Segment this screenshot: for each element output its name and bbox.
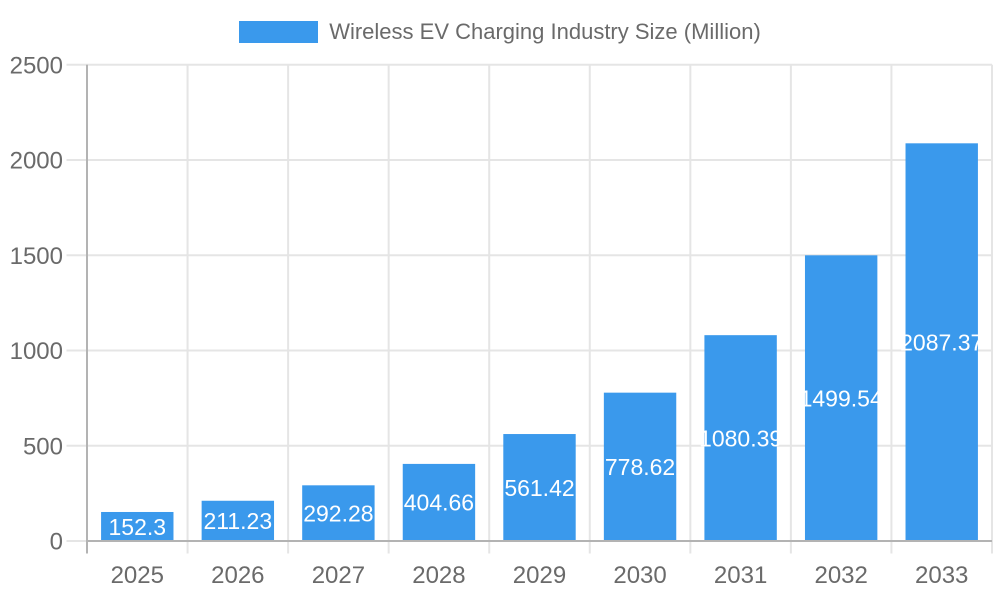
x-tick-label: 2027 xyxy=(312,562,365,589)
bar-value-label: 1080.39 xyxy=(699,425,782,451)
bar xyxy=(402,463,476,541)
y-tick-label: 2500 xyxy=(10,52,63,79)
x-tick-label: 2033 xyxy=(915,562,968,589)
y-tick-label: 1500 xyxy=(10,243,63,270)
bar xyxy=(302,485,375,541)
x-tick-label: 2030 xyxy=(613,562,666,589)
x-tick-label: 2026 xyxy=(211,562,264,589)
legend-label: Wireless EV Charging Industry Size (Mill… xyxy=(329,19,761,44)
bar-value-label: 292.28 xyxy=(303,500,373,526)
bar xyxy=(704,335,777,541)
bar xyxy=(603,392,677,541)
y-tick-label: 2000 xyxy=(10,148,63,175)
y-tick-label: 500 xyxy=(23,433,63,460)
x-tick-label: 2032 xyxy=(814,562,867,589)
bar xyxy=(905,143,978,541)
bar xyxy=(101,511,174,541)
bar-value-label: 152.3 xyxy=(108,514,166,540)
chart-legend[interactable]: Wireless EV Charging Industry Size (Mill… xyxy=(0,21,1000,43)
bar xyxy=(503,434,576,541)
bar-value-label: 778.62 xyxy=(605,454,675,480)
bar-value-label: 2087.37 xyxy=(900,329,983,355)
x-tick-label: 2025 xyxy=(111,562,164,589)
y-tick-label: 0 xyxy=(50,529,63,556)
bar-value-label: 1499.54 xyxy=(800,385,883,411)
legend-swatch-icon xyxy=(239,21,319,43)
x-tick-label: 2029 xyxy=(513,562,566,589)
bar xyxy=(201,500,275,541)
bar-value-label: 211.23 xyxy=(204,508,273,534)
x-tick-label: 2031 xyxy=(714,562,767,589)
y-tick-label: 1000 xyxy=(10,338,63,365)
bar xyxy=(804,255,878,542)
bar-value-label: 561.42 xyxy=(504,475,574,501)
bar-value-label: 404.66 xyxy=(404,490,474,516)
x-tick-label: 2028 xyxy=(412,562,465,589)
